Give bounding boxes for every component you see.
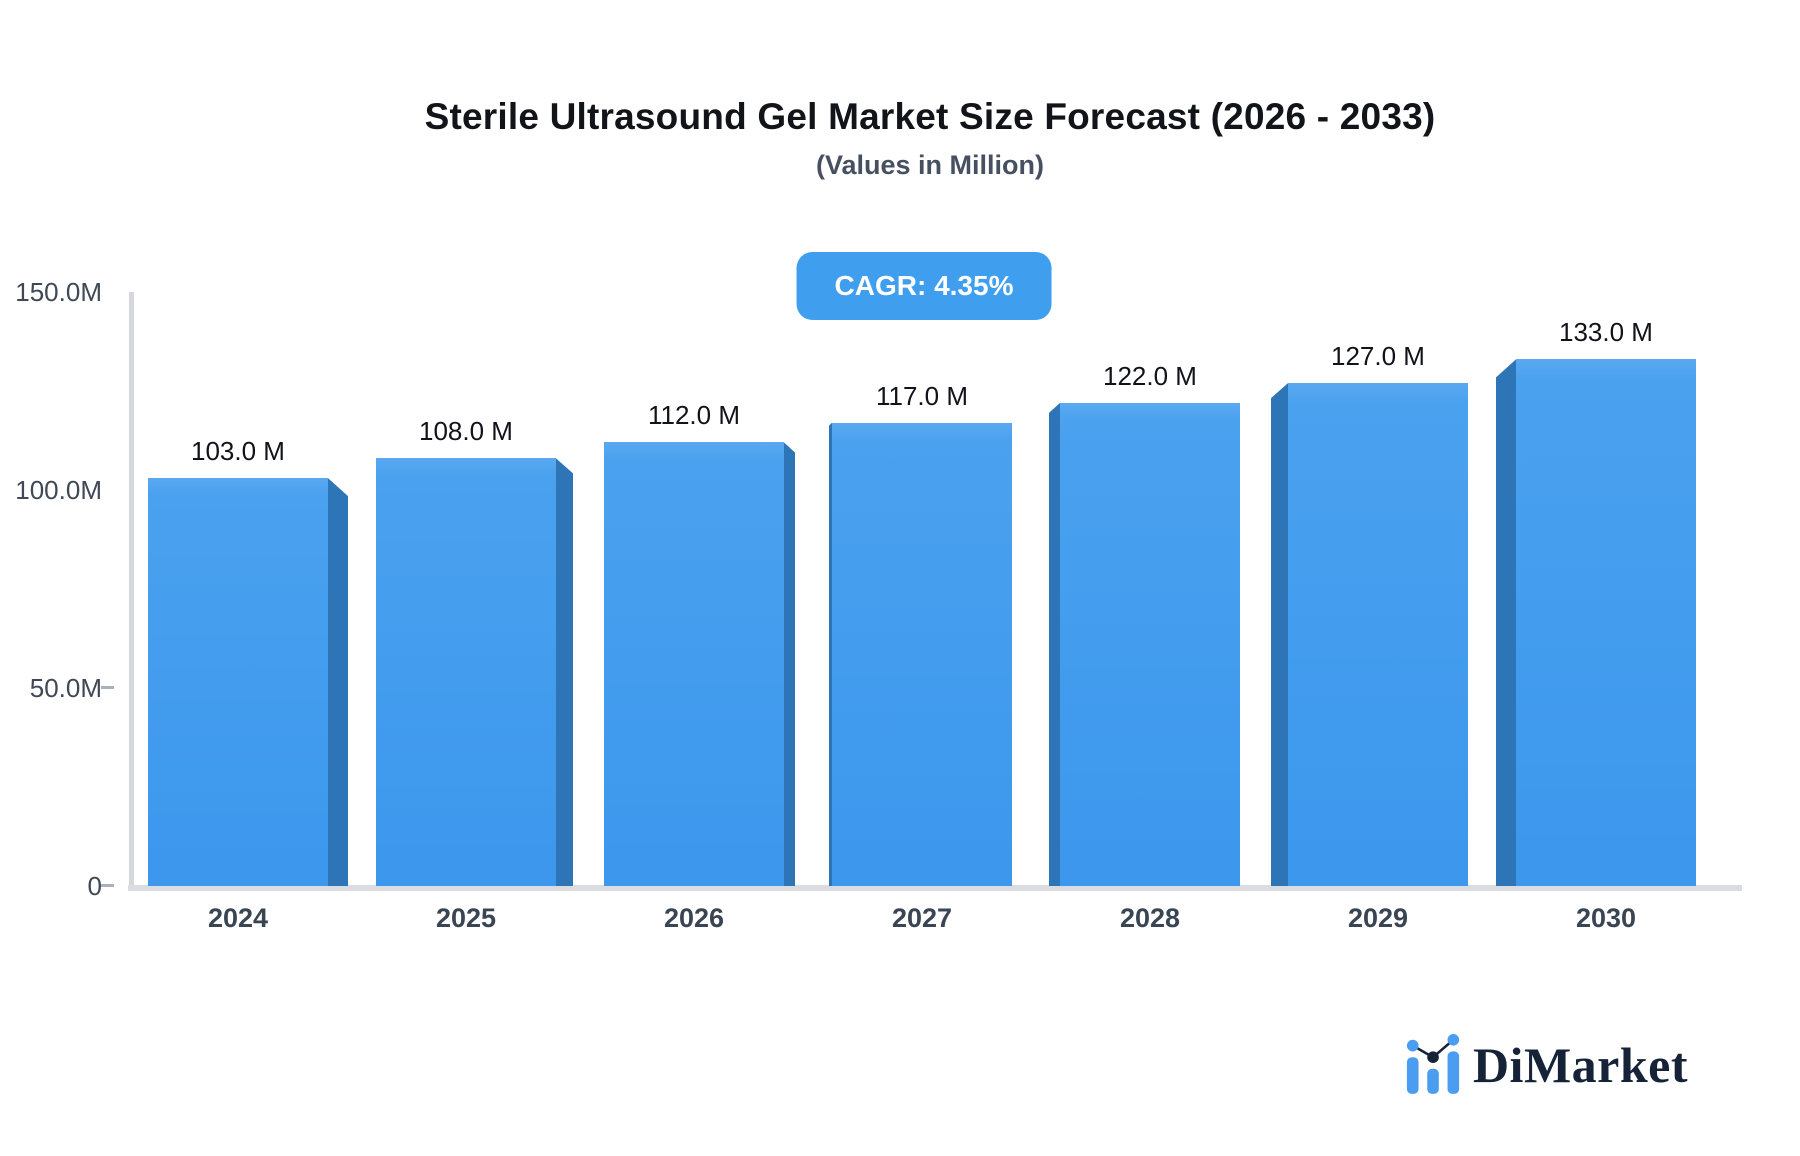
bar-side-face	[1049, 402, 1060, 886]
x-axis-label: 2025	[435, 903, 497, 933]
y-tick-label: 100.0M	[15, 475, 102, 505]
y-tick-label: 0	[87, 871, 102, 901]
bar-2029	[1271, 383, 1468, 886]
bar-2025	[376, 458, 573, 886]
dimarket-logo-text: DiMarket	[1472, 1037, 1688, 1093]
cagr-badge: CAGR: 4.35%	[796, 252, 1052, 320]
bar-side-face	[784, 442, 795, 886]
bar-2027	[829, 422, 1012, 886]
bar-front-face	[1288, 383, 1468, 886]
dimarket-logo: DiMarket	[1405, 1032, 1688, 1094]
bar-value-label: 103.0 M	[191, 436, 285, 467]
bar-value-label: 122.0 M	[1103, 360, 1197, 391]
y-axis-line	[129, 292, 134, 886]
x-axis-label: 2024	[207, 903, 269, 933]
y-tick-label: 50.0M	[29, 673, 102, 703]
bar-2028	[1049, 402, 1240, 886]
bar-front-face	[604, 442, 784, 886]
bar-side-face	[328, 478, 348, 886]
x-axis-label: 2028	[1119, 903, 1181, 933]
y-tick-label: 150.0M	[15, 277, 102, 307]
bar-front-face	[1516, 359, 1696, 886]
bar-front-face	[148, 478, 328, 886]
bar-value-label: 112.0 M	[647, 400, 740, 431]
dimarket-logo-icon	[1406, 1034, 1460, 1094]
bar-2024	[148, 478, 348, 886]
bar-value-label: 133.0 M	[1559, 317, 1653, 348]
bar-side-face	[556, 458, 573, 886]
bar-2030	[1496, 359, 1696, 886]
bar-front-face	[832, 422, 1012, 886]
x-axis-label: 2027	[891, 903, 953, 933]
x-axis-label: 2030	[1575, 903, 1637, 933]
bar-value-label: 127.0 M	[1331, 341, 1425, 372]
bar-front-face	[376, 458, 556, 886]
y-tick-mark	[101, 686, 114, 689]
x-axis-line	[128, 885, 1742, 891]
bar-side-face	[1271, 383, 1288, 886]
bar-front-face	[1060, 402, 1240, 886]
bar-value-label: 117.0 M	[875, 380, 968, 411]
x-axis-label: 2026	[663, 903, 725, 933]
bar-value-label: 108.0 M	[419, 416, 513, 447]
y-tick-mark	[101, 884, 114, 887]
bar-side-face	[1496, 359, 1516, 886]
chart-title: Sterile Ultrasound Gel Market Size Forec…	[424, 96, 1436, 137]
x-axis-label: 2029	[1347, 903, 1409, 933]
bar-2026	[604, 442, 795, 886]
chart-subtitle: (Values in Million)	[815, 150, 1045, 180]
bar-side-face	[829, 422, 832, 886]
